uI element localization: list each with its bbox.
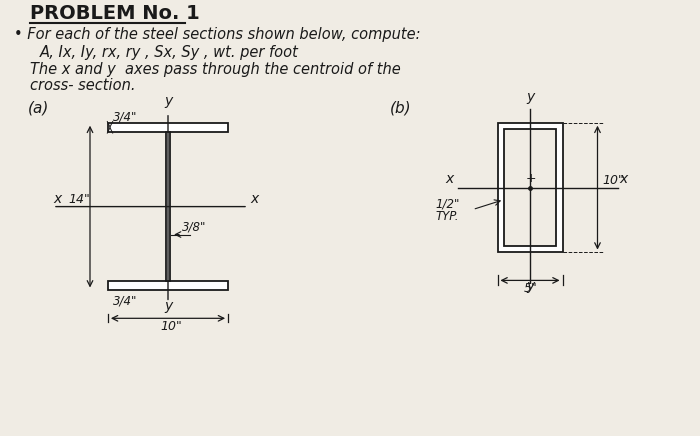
Text: PROBLEM No. 1: PROBLEM No. 1 <box>30 4 200 23</box>
Bar <box>498 123 563 252</box>
Text: (a): (a) <box>28 101 50 116</box>
Text: (b): (b) <box>390 101 412 116</box>
Text: x: x <box>53 191 62 206</box>
Text: 10": 10" <box>603 174 624 187</box>
Bar <box>166 132 170 281</box>
Text: cross- section.: cross- section. <box>30 78 136 93</box>
Text: 3/4": 3/4" <box>113 294 137 307</box>
Text: x: x <box>445 172 454 186</box>
Text: 10": 10" <box>160 320 182 333</box>
Text: +: + <box>526 172 536 185</box>
Text: y: y <box>164 94 172 108</box>
Text: TYP.: TYP. <box>435 210 459 222</box>
Text: 3/4": 3/4" <box>113 111 137 124</box>
Text: y: y <box>526 90 534 104</box>
Text: x: x <box>250 191 258 206</box>
Text: A, Ix, Iy, rx, ry , Sx, Sy , wt. per foot: A, Ix, Iy, rx, ry , Sx, Sy , wt. per foo… <box>40 45 299 60</box>
Bar <box>108 281 228 290</box>
Text: • For each of the steel sections shown below, compute:: • For each of the steel sections shown b… <box>14 27 421 42</box>
Text: x: x <box>620 172 628 186</box>
Text: 1/2": 1/2" <box>435 198 460 211</box>
Text: 5": 5" <box>524 283 538 295</box>
Text: y: y <box>164 300 172 313</box>
Text: The x and y  axes pass through the centroid of the: The x and y axes pass through the centro… <box>30 62 400 77</box>
Bar <box>108 123 228 132</box>
Bar <box>504 129 556 246</box>
Text: 3/8": 3/8" <box>182 221 206 234</box>
Text: 14": 14" <box>68 193 90 206</box>
Text: y: y <box>526 279 534 293</box>
